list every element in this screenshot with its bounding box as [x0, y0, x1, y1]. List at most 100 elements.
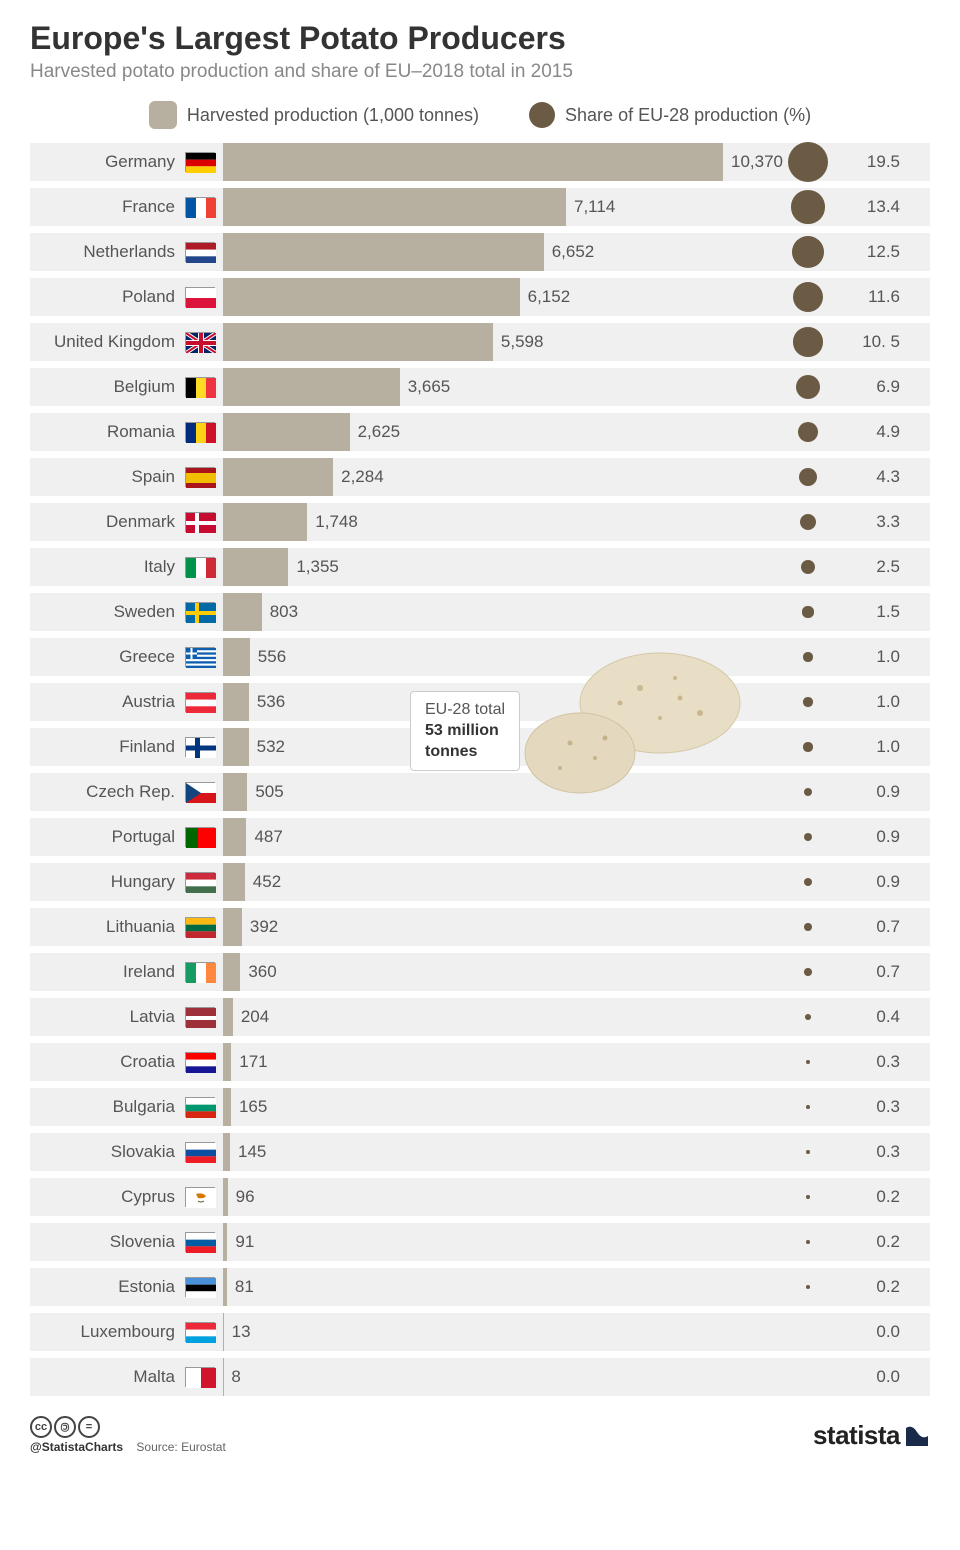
bar [223, 368, 400, 406]
bar-value: 2,284 [341, 467, 384, 487]
share-value: 2.5 [853, 557, 908, 577]
country-label: Sweden [30, 602, 185, 622]
bar [223, 998, 233, 1036]
country-label: Cyprus [30, 1187, 185, 1207]
bar-value: 452 [253, 872, 281, 892]
circle-area [763, 1043, 853, 1081]
bar-area: 2,284 [223, 458, 763, 496]
circle-area [763, 863, 853, 901]
circle-area [763, 143, 853, 181]
share-circle [806, 1285, 810, 1289]
bar-area: 91 [223, 1223, 763, 1261]
legend-item-circle: Share of EU-28 production (%) [529, 102, 811, 128]
bar-value: 6,652 [552, 242, 595, 262]
flag-icon [185, 1187, 215, 1207]
bar-area: 2,625 [223, 413, 763, 451]
bar [223, 593, 262, 631]
country-label: Portugal [30, 827, 185, 847]
bar [223, 1133, 230, 1171]
share-value: 0.9 [853, 827, 908, 847]
chart-title: Europe's Largest Potato Producers [30, 20, 930, 57]
bar-value: 8 [231, 1367, 240, 1387]
data-row: Cyprus960.2 [30, 1178, 930, 1216]
share-value: 0.3 [853, 1142, 908, 1162]
bar-value: 6,152 [528, 287, 571, 307]
country-label: United Kingdom [30, 332, 185, 352]
circle-area [763, 548, 853, 586]
circle-area [763, 368, 853, 406]
bar [223, 503, 307, 541]
country-label: Slovakia [30, 1142, 185, 1162]
country-label: Greece [30, 647, 185, 667]
footer-handle: @StatistaCharts [30, 1440, 123, 1454]
flag-icon [185, 197, 215, 217]
circle-area [763, 1178, 853, 1216]
bar-area: 81 [223, 1268, 763, 1306]
bar [223, 323, 493, 361]
bar-area: 145 [223, 1133, 763, 1171]
data-row: Portugal4870.9 [30, 818, 930, 856]
country-label: Poland [30, 287, 185, 307]
flag-icon [185, 1232, 215, 1252]
circle-area [763, 818, 853, 856]
bar-area: 171 [223, 1043, 763, 1081]
share-circle [800, 514, 816, 530]
callout-line3: tonnes [425, 742, 505, 763]
flag-icon [185, 1367, 215, 1387]
country-label: France [30, 197, 185, 217]
share-value: 1.0 [853, 692, 908, 712]
bar-value: 5,598 [501, 332, 544, 352]
bar [223, 1178, 228, 1216]
bar-value: 532 [257, 737, 285, 757]
bar-value: 204 [241, 1007, 269, 1027]
flag-icon [185, 827, 215, 847]
callout-line1: EU-28 total [425, 700, 505, 721]
bar-area: 5,598 [223, 323, 763, 361]
circle-area [763, 638, 853, 676]
circle-area [763, 1223, 853, 1261]
country-label: Luxembourg [30, 1322, 185, 1342]
circle-area [763, 503, 853, 541]
share-circle [793, 282, 824, 313]
share-value: 4.9 [853, 422, 908, 442]
bar-value: 2,625 [358, 422, 401, 442]
circle-area [763, 683, 853, 721]
bar-area: 8 [223, 1358, 763, 1396]
share-value: 0.2 [853, 1277, 908, 1297]
bar-value: 392 [250, 917, 278, 937]
data-row: United Kingdom 5,59810. 5 [30, 323, 930, 361]
bar-area: 1,355 [223, 548, 763, 586]
share-value: 0.0 [853, 1322, 908, 1342]
bar-value: 171 [239, 1052, 267, 1072]
flag-icon [185, 602, 215, 622]
country-label: Netherlands [30, 242, 185, 262]
share-value: 0.2 [853, 1232, 908, 1252]
data-row: Estonia810.2 [30, 1268, 930, 1306]
share-circle [799, 468, 818, 487]
share-circle [793, 327, 822, 356]
flag-icon [185, 1052, 215, 1072]
flag-icon [185, 557, 215, 577]
callout-total: EU-28 total 53 million tonnes [410, 691, 520, 771]
flag-icon [185, 1322, 215, 1342]
data-row: Denmark1,7483.3 [30, 503, 930, 541]
flag-icon [185, 1007, 215, 1027]
data-row: Spain2,2844.3 [30, 458, 930, 496]
circle-area [763, 953, 853, 991]
data-row: France7,11413.4 [30, 188, 930, 226]
legend-swatch-circle [529, 102, 555, 128]
chart-area: EU-28 total 53 million tonnes Germany10,… [30, 143, 930, 1396]
flag-icon [185, 152, 215, 172]
circle-area [763, 233, 853, 271]
country-label: Croatia [30, 1052, 185, 1072]
statista-text: statista [813, 1420, 900, 1451]
share-value: 0.7 [853, 962, 908, 982]
bar-area: 204 [223, 998, 763, 1036]
legend: Harvested production (1,000 tonnes) Shar… [30, 101, 930, 129]
circle-area [763, 1268, 853, 1306]
flag-icon [185, 782, 215, 802]
circle-area [763, 1358, 853, 1396]
bar-area: 1,748 [223, 503, 763, 541]
flag-icon [185, 1142, 215, 1162]
share-value: 1.5 [853, 602, 908, 622]
